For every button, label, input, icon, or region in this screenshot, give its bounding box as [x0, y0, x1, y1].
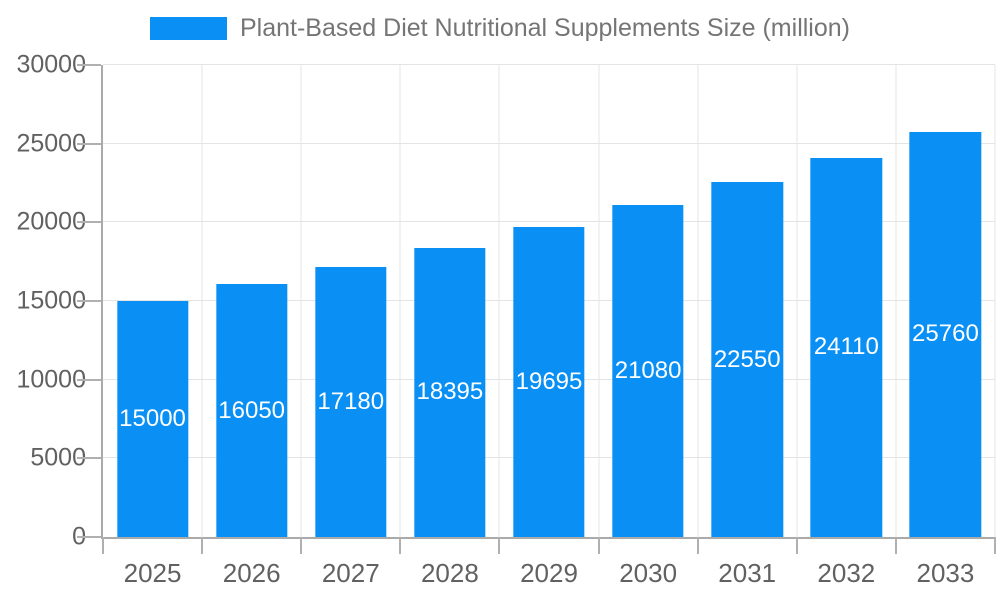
bar[interactable]: 15000 [116, 301, 189, 537]
bar-value-label: 16050 [218, 396, 286, 424]
legend-swatch [150, 17, 227, 40]
y-axis: 0 5000 10000 15000 20000 25000 30000 [0, 51, 86, 551]
x-tick-label: 2033 [916, 558, 975, 588]
v-gridline [300, 65, 302, 537]
plot-area: 15000 16050 17180 18395 19695 21080 22550 24110… [77, 64, 996, 554]
x-axis-tick [696, 537, 699, 554]
y-tick-label: 25000 [16, 129, 86, 158]
x-axis-tick [994, 537, 996, 554]
h-gridline [103, 221, 995, 223]
x-axis-tick [201, 537, 204, 554]
x-axis-tick [300, 537, 303, 554]
bar[interactable]: 18395 [414, 247, 486, 537]
x-axis-tick [894, 537, 897, 554]
v-gridline [895, 65, 897, 537]
y-axis-tick [77, 142, 101, 145]
y-tick-label: 20000 [16, 207, 86, 236]
y-tick-label: 10000 [16, 365, 86, 394]
y-axis-tick [77, 221, 101, 224]
bar-value-label: 19695 [515, 368, 583, 396]
v-gridline [201, 65, 203, 537]
v-gridline [796, 65, 798, 537]
v-gridline [697, 65, 699, 537]
bar-value-label: 17180 [317, 387, 385, 415]
x-tick-label: 2026 [222, 558, 281, 588]
x-axis: 2025 2026 2027 2028 2029 2030 2031 2032 2033 [103, 558, 995, 590]
h-gridline [103, 64, 995, 65]
y-axis-tick [77, 64, 101, 66]
x-axis-tick [399, 537, 402, 554]
bar-value-label: 18395 [416, 378, 484, 406]
bar[interactable]: 24110 [810, 157, 883, 537]
x-tick-label: 2025 [123, 558, 182, 588]
x-tick-label: 2031 [718, 558, 777, 588]
bar-value-label: 21080 [614, 357, 682, 385]
bar[interactable]: 17180 [315, 266, 387, 537]
y-tick-label: 5000 [30, 443, 86, 472]
x-axis-tick [795, 537, 798, 554]
v-gridline [994, 65, 996, 537]
bar-value-label: 24110 [813, 333, 879, 361]
bar[interactable]: 25760 [909, 131, 982, 537]
bar-value-label: 25760 [912, 320, 979, 348]
x-axis-tick [102, 537, 104, 554]
chart-title: Plant-Based Diet Nutritional Supplements… [240, 14, 850, 42]
y-tick-label: 30000 [16, 50, 86, 79]
y-tick-label: 15000 [16, 286, 86, 315]
y-axis-tick [77, 300, 101, 302]
bar[interactable]: 16050 [215, 284, 288, 537]
y-axis-tick [77, 536, 101, 538]
x-tick-label: 2030 [619, 558, 678, 588]
bar[interactable]: 22550 [711, 182, 783, 537]
legend[interactable]: Plant-Based Diet Nutritional Supplements… [0, 14, 1000, 43]
y-axis-tick [77, 378, 101, 381]
x-tick-label: 2027 [321, 558, 380, 588]
x-axis-tick [597, 537, 600, 554]
bar-value-label: 22550 [713, 345, 781, 373]
x-tick-label: 2029 [520, 558, 578, 588]
h-gridline [103, 142, 995, 144]
bar[interactable]: 21080 [612, 205, 684, 537]
bar[interactable]: 19695 [513, 227, 585, 537]
x-tick-label: 2028 [420, 558, 479, 588]
v-gridline [598, 65, 600, 537]
v-gridline [399, 65, 401, 537]
x-tick-label: 2032 [817, 558, 876, 588]
x-axis-tick [498, 537, 501, 554]
v-gridline [498, 65, 500, 537]
y-axis-tick [77, 457, 101, 460]
bar-value-label: 15000 [119, 405, 186, 432]
